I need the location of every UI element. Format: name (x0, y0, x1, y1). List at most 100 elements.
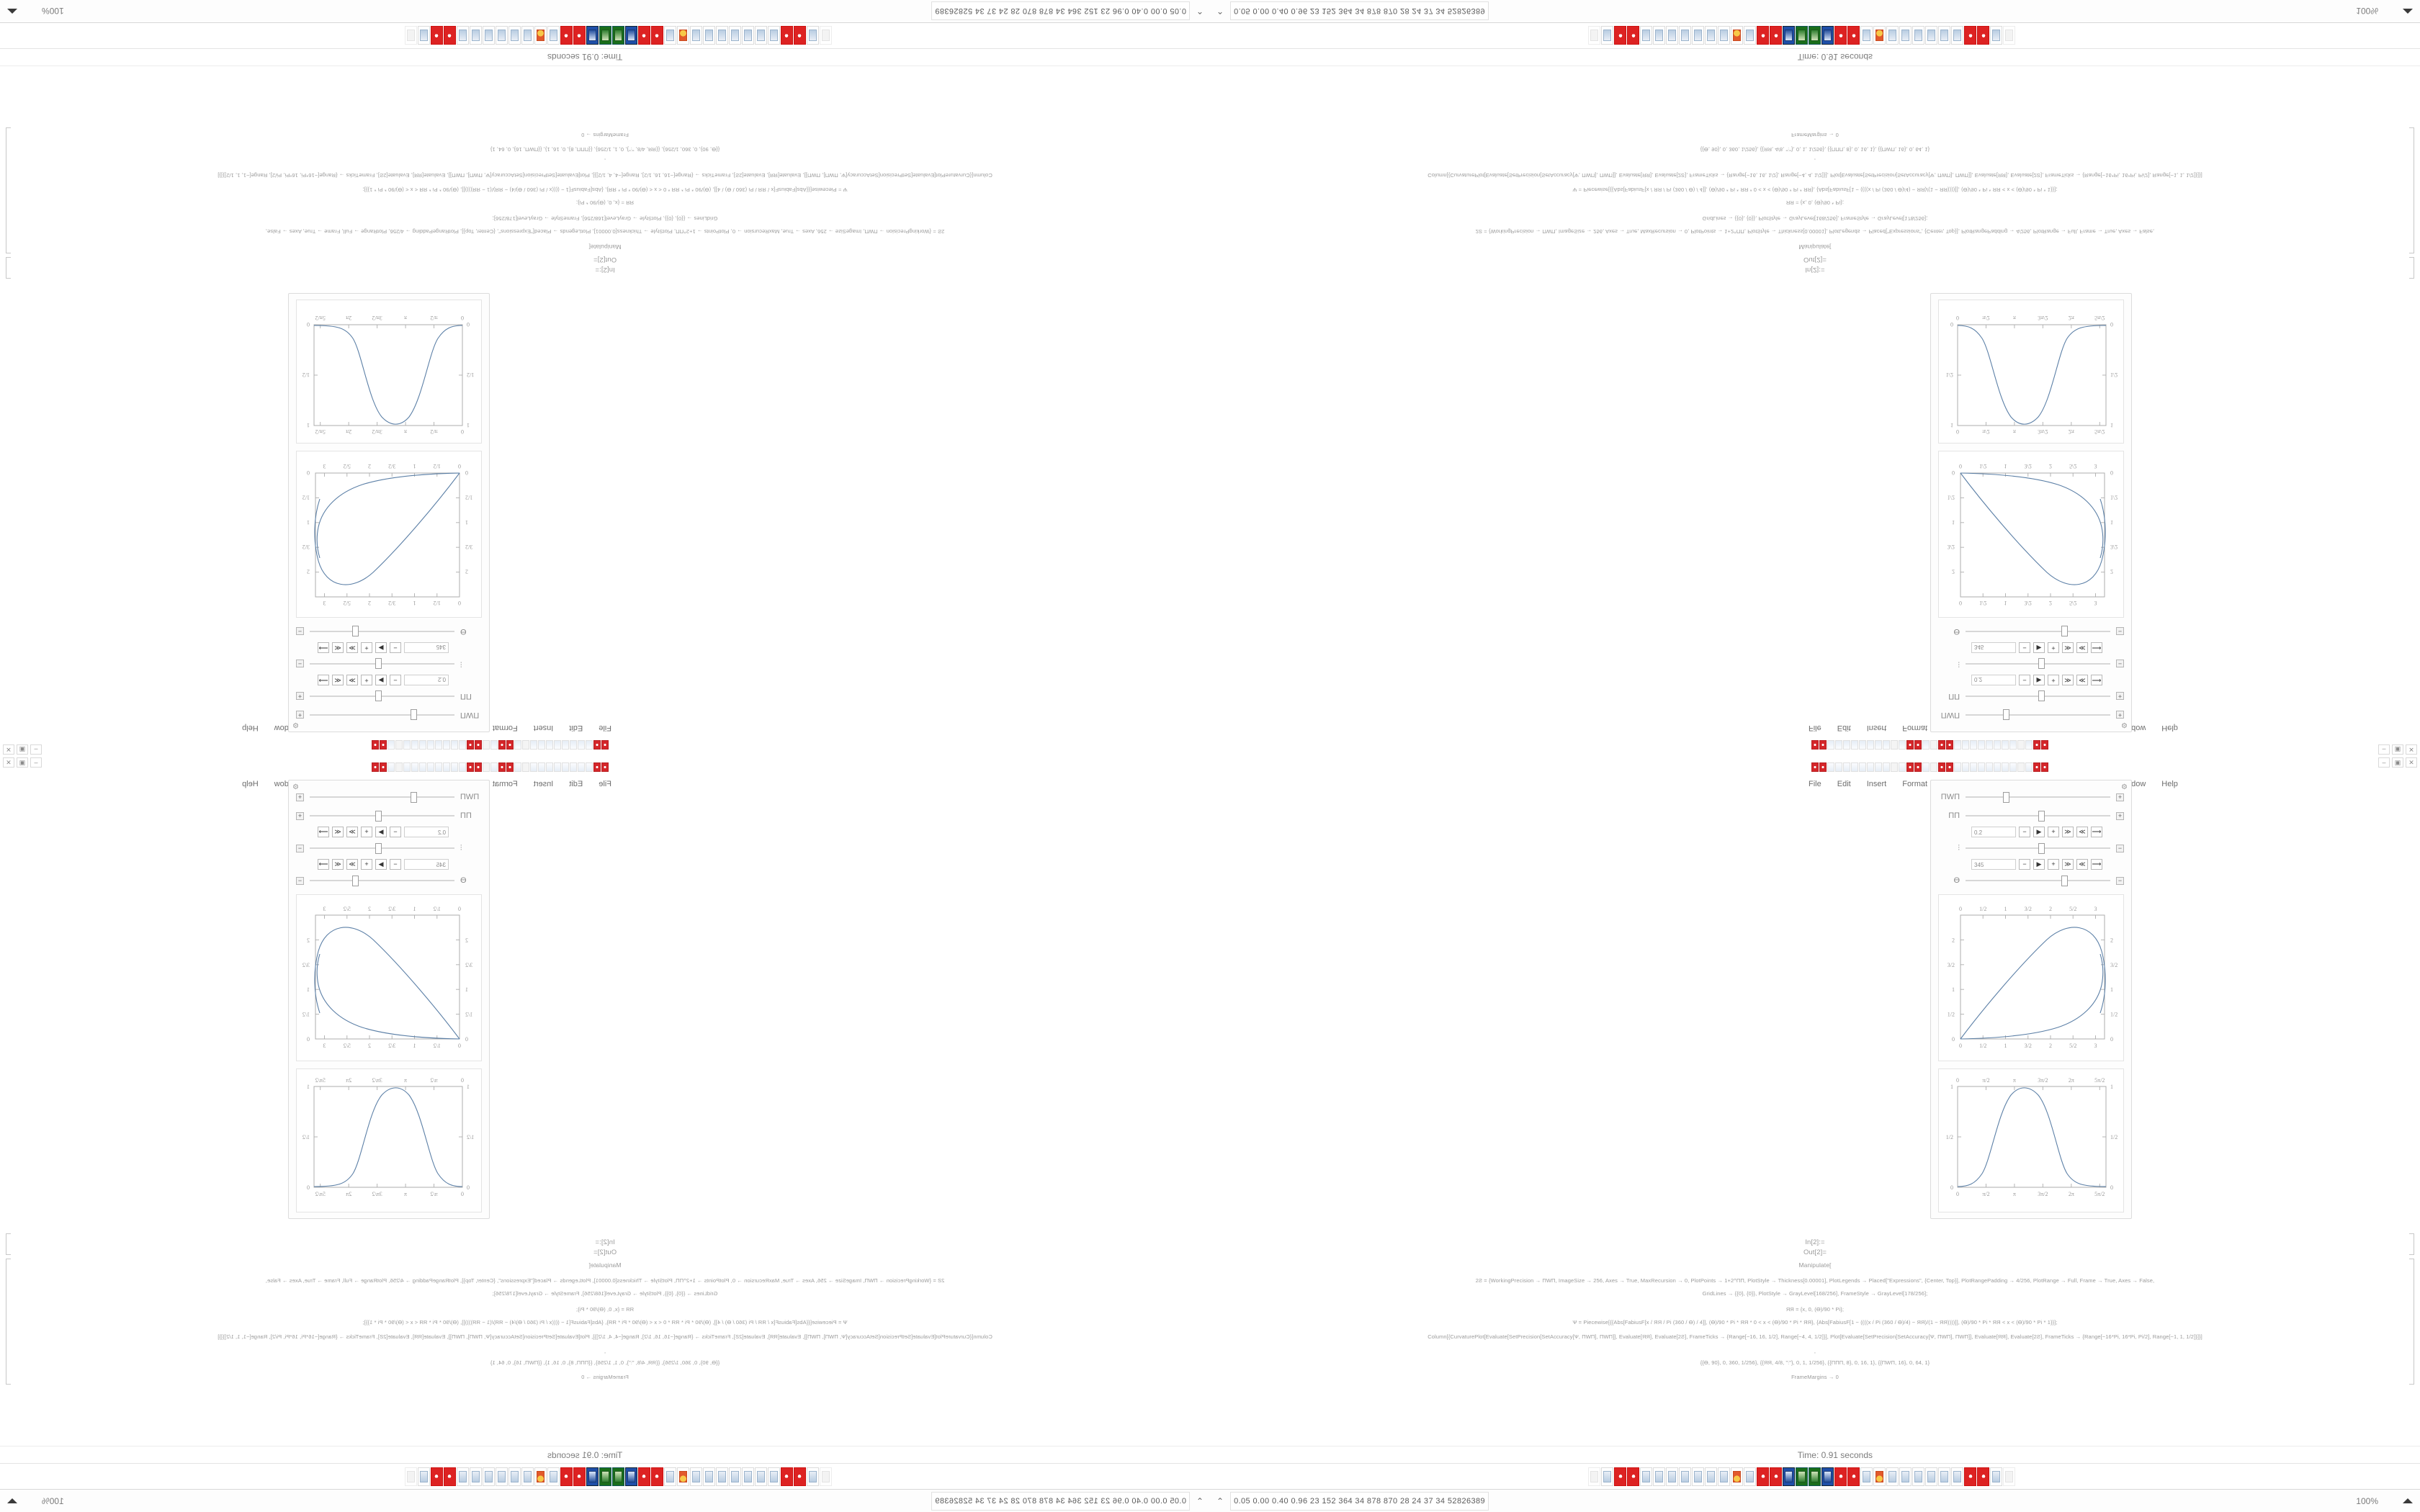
toolbar-icon[interactable] (530, 762, 537, 772)
taskbar-app-icon[interactable] (1653, 1467, 1665, 1486)
toolbar-icon[interactable] (1930, 762, 1937, 772)
toolbar-icon[interactable] (490, 762, 498, 772)
taskbar-app-icon[interactable] (1796, 1467, 1808, 1486)
close-button[interactable]: ✕ (3, 744, 14, 755)
code-line[interactable]: 2Ƨ = {WorkingPrecision → ПWП, ImageSize … (265, 1277, 945, 1284)
toolbar-icon[interactable] (443, 762, 450, 772)
toolbar-icon[interactable] (546, 762, 553, 772)
toolbar-icon[interactable] (1946, 762, 1953, 772)
play-button[interactable]: ▶ (375, 859, 387, 870)
resource-monitor[interactable]: 0.05 0.00 0.40 0.96 23 152 364 34 878 87… (1230, 1, 1489, 21)
code-line[interactable]: GridLines → {{0}, {0}}, PlotStyle → Gray… (492, 1290, 718, 1297)
taskbar-app-icon[interactable] (496, 1467, 508, 1486)
toolbar-icon[interactable] (483, 762, 490, 772)
toolbar-icon[interactable] (578, 740, 585, 750)
rewind-button[interactable]: ≪ (2076, 642, 2088, 653)
slider-row[interactable]: ⫶ − (296, 840, 482, 856)
taskbar-app-icon[interactable] (483, 1467, 495, 1486)
toolbar-icon[interactable] (1930, 740, 1937, 750)
taskbar-app-icon[interactable] (1834, 1467, 1847, 1486)
toolbar-icon[interactable] (1954, 762, 1961, 772)
toolbar-icon[interactable] (554, 740, 561, 750)
code-line[interactable]: Column[{CurvaturePlot[Evaluate[SetPrecis… (1428, 172, 2202, 179)
toolbar-icon[interactable] (1835, 762, 1842, 772)
slider-track[interactable] (1966, 709, 2110, 720)
code-line[interactable]: Out[2]= (593, 256, 617, 264)
slider-track[interactable] (1966, 876, 2110, 886)
animate-value-field[interactable]: 0.2 (1971, 675, 2016, 685)
manipulate-controls-upper[interactable]: ⚙ ПWП + ПП (1931, 292, 2131, 732)
toolbar-icon[interactable] (1970, 740, 1977, 750)
taskbar-app-icon[interactable] (1951, 1467, 1963, 1486)
taskbar-app-icon[interactable] (418, 1467, 430, 1486)
decrement-button[interactable]: − (390, 642, 401, 653)
slider-row[interactable]: ПП + (1938, 808, 2124, 824)
taskbar-app-icon[interactable] (1783, 1467, 1795, 1486)
taskbar-app-icon[interactable] (508, 26, 521, 45)
menu-item-insert[interactable]: Insert (533, 780, 554, 788)
maximize-button[interactable]: ▣ (17, 744, 28, 755)
toolbar-icon[interactable] (522, 762, 529, 772)
slider-track[interactable] (1966, 843, 2110, 854)
maximize-button[interactable]: ▣ (2392, 757, 2403, 768)
menu-item-file[interactable]: File (599, 724, 611, 732)
code-line[interactable]: Ѱ = Piecewise[{{Abs[FabiusF[x / ЯЯ / Pi … (1572, 1319, 2058, 1326)
resource-monitor[interactable]: 0.05 0.00 0.40 0.96 23 152 364 34 878 87… (931, 1, 1190, 21)
gear-icon[interactable]: ⚙ (292, 721, 299, 729)
animate-controls-row[interactable]: 345 − ▶ + ≫ ≪ ⟶ (296, 642, 449, 653)
show-hidden-icons-icon[interactable] (7, 9, 17, 14)
taskbar-app-icon[interactable] (1627, 1467, 1639, 1486)
slider-row[interactable]: ПП + (1938, 688, 2124, 704)
play-button[interactable]: ▶ (375, 642, 387, 653)
slider-row[interactable]: ПWП + (296, 789, 482, 805)
desktop-taskbar[interactable] (0, 1463, 1210, 1489)
toolbar-icon[interactable] (490, 740, 498, 750)
taskbar-app-icon[interactable] (1873, 1467, 1886, 1486)
toolbar-icon[interactable] (1883, 762, 1890, 772)
toolbar-icon[interactable] (1867, 740, 1874, 750)
toolbar-icon[interactable] (578, 762, 585, 772)
cell-bracket[interactable] (6, 1233, 11, 1255)
direction-button[interactable]: ⟶ (2091, 642, 2102, 653)
taskbar-app-icon[interactable] (1640, 1467, 1652, 1486)
manipulate-controls-upper[interactable]: ⚙ ПWП + ПП (289, 292, 489, 732)
toolbar-icon[interactable] (1906, 762, 1914, 772)
taskbar-app-icon[interactable] (586, 26, 599, 45)
toolbar-icon[interactable] (1891, 762, 1898, 772)
taskbar-app-icon[interactable] (1899, 26, 1912, 45)
code-line[interactable]: , (1814, 158, 1816, 164)
toolbar-icon[interactable] (1883, 740, 1890, 750)
toolbar-icon[interactable] (1986, 740, 1993, 750)
toolbar-icon[interactable] (1946, 740, 1953, 750)
animate-value-field[interactable]: 345 (1971, 859, 2016, 870)
rewind-button[interactable]: ≪ (332, 675, 344, 685)
close-button[interactable]: ✕ (2406, 757, 2417, 768)
animate-controls-row[interactable]: 0.2 − ▶ + ≫ ≪ ⟶ (1971, 675, 2124, 685)
window-controls[interactable]: – ▣ ✕ (3, 744, 42, 755)
toolbar-icon[interactable] (1978, 762, 1985, 772)
toolbar-icon[interactable] (1827, 762, 1834, 772)
taskbar-app-icon[interactable] (483, 26, 495, 45)
toolbar-icon[interactable] (1891, 740, 1898, 750)
taskbar-app-icon[interactable] (1679, 1467, 1691, 1486)
slider-track[interactable] (1966, 811, 2110, 822)
system-monitor-bar[interactable]: ⌃ 0.05 0.00 0.40 0.96 23 152 364 34 878 … (1210, 1489, 2420, 1512)
fast-forward-button[interactable]: ≫ (346, 675, 358, 685)
taskbar-app-icon[interactable] (470, 1467, 482, 1486)
taskbar-app-icon[interactable] (677, 26, 689, 45)
toolbar-icon[interactable] (419, 740, 426, 750)
play-button[interactable]: ▶ (2033, 642, 2045, 653)
toolbar-icon[interactable] (1867, 762, 1874, 772)
menu-item-format[interactable]: Format (492, 780, 518, 788)
taskbar-app-icon[interactable] (1847, 1467, 1860, 1486)
toolbar-icon[interactable] (1899, 740, 1906, 750)
slider-row[interactable]: Ө − (1938, 624, 2124, 639)
toolbar-icon[interactable] (2033, 762, 2040, 772)
menu-item-insert[interactable]: Insert (1866, 780, 1887, 788)
taskbar-app-icon[interactable] (625, 26, 637, 45)
animate-value-field[interactable]: 345 (404, 642, 449, 653)
toolbar-icon[interactable] (570, 740, 577, 750)
taskbar-app-icon[interactable] (690, 26, 702, 45)
increment-button[interactable]: + (2048, 827, 2059, 837)
toolbar-icon[interactable] (601, 762, 609, 772)
